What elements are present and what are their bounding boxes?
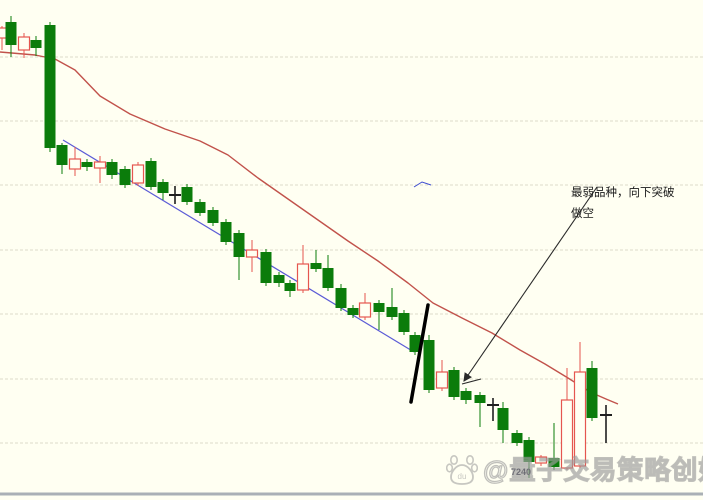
overlay-lines xyxy=(0,51,619,405)
drawn-annotations xyxy=(409,181,598,404)
candles xyxy=(0,16,612,478)
annotation-note-line2: 做空 xyxy=(571,208,594,220)
annotation-note-line1: 最弱品种，向下突破 xyxy=(571,187,675,199)
gridlines xyxy=(0,56,703,496)
annotation-note: 最弱品种，向下突破 做空 xyxy=(571,183,675,225)
price-label: 7240 xyxy=(511,467,532,477)
